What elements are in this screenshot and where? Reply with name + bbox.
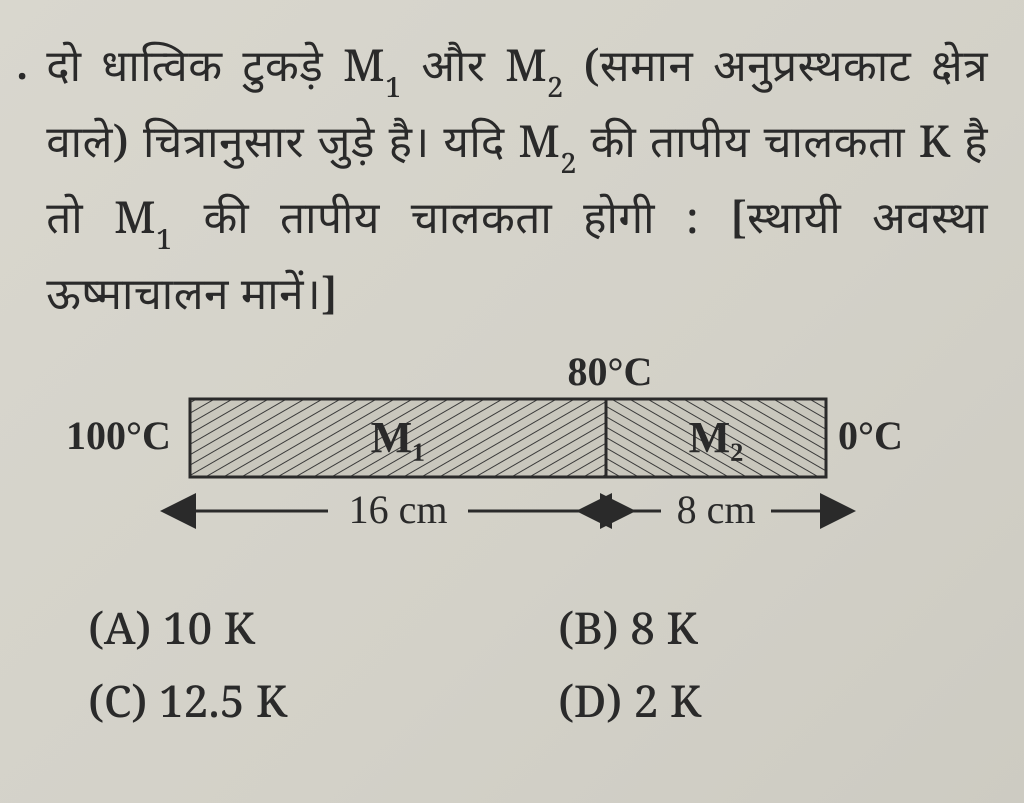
svg-text:16 cm: 16 cm: [349, 487, 448, 532]
svg-text:100°C: 100°C: [66, 413, 171, 458]
question-bullet: .: [16, 28, 46, 96]
diagram: 80°C M₁ M₂ 100°C 0°C 16 cm 8 cm: [62, 341, 942, 576]
option-c: (C) 12.5 K: [88, 671, 518, 730]
page: . दो धात्विक टुकड़े M1 और M2 (समान अनुप्…: [0, 0, 1024, 803]
svg-text:8 cm: 8 cm: [677, 487, 756, 532]
option-c-tag: (C): [88, 670, 147, 730]
option-b: (B) 8 K: [558, 598, 988, 657]
options-grid: (A) 10 K (B) 8 K (C) 12.5 K (D) 2 K: [88, 598, 988, 731]
option-a: (A) 10 K: [88, 598, 518, 657]
svg-text:M₂: M₂: [689, 413, 744, 462]
option-d-tag: (D): [558, 670, 622, 730]
svg-text:0°C: 0°C: [838, 413, 903, 458]
question-text: दो धात्विक टुकड़े M1 और M2 (समान अनुप्रस…: [46, 28, 988, 329]
option-c-val: 12.5 K: [159, 670, 287, 730]
svg-text:80°C: 80°C: [568, 349, 653, 394]
question-block: . दो धात्विक टुकड़े M1 और M2 (समान अनुप्…: [16, 28, 988, 329]
diagram-svg: 80°C M₁ M₂ 100°C 0°C 16 cm 8 cm: [62, 341, 942, 571]
svg-text:M₁: M₁: [371, 413, 426, 462]
option-b-tag: (B): [558, 597, 619, 657]
option-a-tag: (A): [88, 597, 151, 657]
option-d: (D) 2 K: [558, 671, 988, 730]
option-b-val: 8 K: [630, 597, 697, 657]
option-a-val: 10 K: [163, 597, 255, 657]
option-d-val: 2 K: [634, 670, 701, 730]
